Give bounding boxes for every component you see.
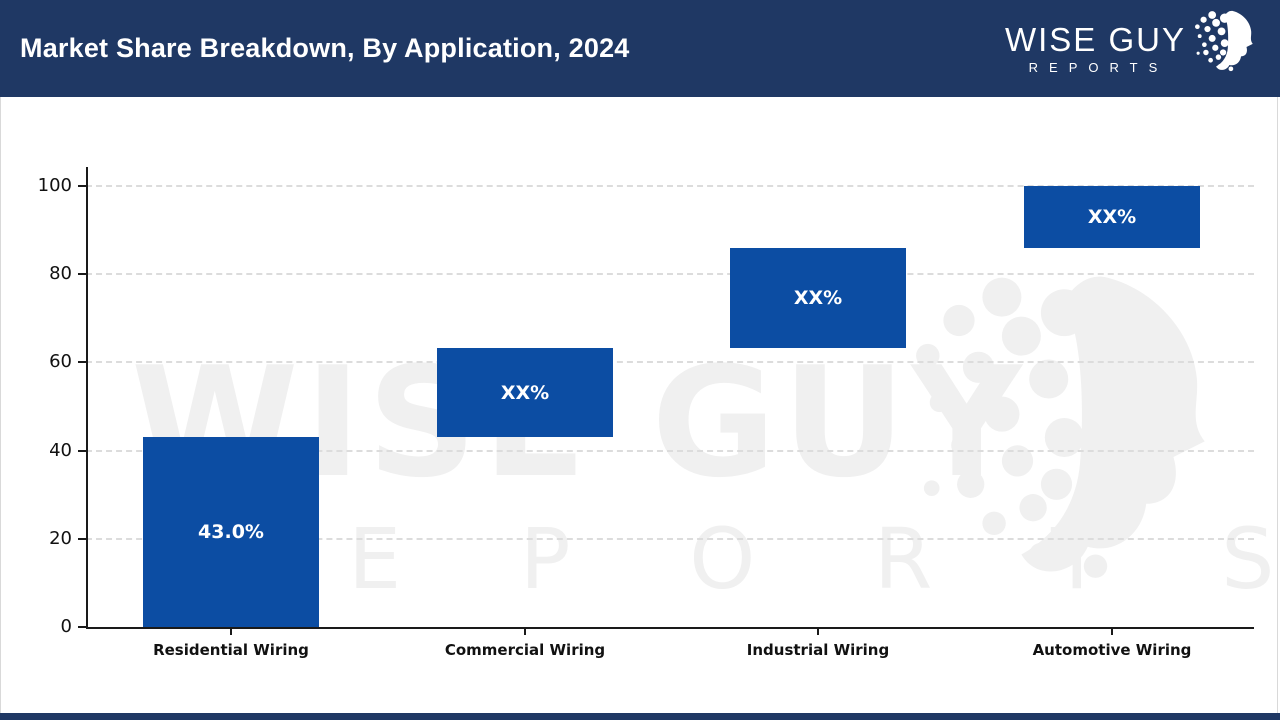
grid-line [86, 185, 1254, 187]
page-title: Market Share Breakdown, By Application, … [20, 33, 630, 63]
grid-line [86, 449, 1254, 452]
header-bar: Market Share Breakdown, By Application, … [0, 0, 1280, 97]
bar: XX% [437, 347, 613, 438]
logo-subtitle: REPORTS [1028, 60, 1169, 75]
x-axis-tick [230, 627, 232, 635]
y-axis-tick [78, 361, 86, 364]
x-category-label: Commercial Wiring [444, 641, 606, 659]
y-axis-spine [86, 167, 88, 629]
bar-value-label: XX% [1087, 205, 1137, 228]
y-axis-tick [78, 537, 86, 540]
y-axis-tick [78, 449, 86, 452]
grid-line [86, 537, 1254, 540]
y-tick-label: 0 [60, 616, 72, 637]
bar: XX% [730, 247, 906, 348]
logo-wordmark: WISE GUY [1004, 21, 1186, 58]
grid-line [86, 273, 1254, 276]
y-tick-label: 100 [37, 175, 72, 196]
wiseguy-face-icon [1188, 6, 1266, 92]
x-category-label: Residential Wiring [153, 641, 309, 659]
y-tick-label: 60 [49, 351, 72, 373]
x-axis-tick [817, 627, 819, 635]
grid-line [86, 361, 1254, 364]
x-category-label: Industrial Wiring [746, 641, 890, 659]
bar-value-label: 43.0% [198, 521, 264, 544]
chart-canvas: WISE GUY R E P O R T S 0 20 40 60 80 100 43.0%… [0, 97, 1278, 714]
bar-value-label: XX% [793, 286, 843, 309]
bar: XX% [1024, 186, 1200, 248]
y-tick-label: 20 [49, 527, 72, 549]
y-axis-tick [78, 185, 86, 187]
x-axis-tick [1111, 627, 1113, 635]
bar: 43.0% [143, 437, 319, 627]
x-category-label: Automotive Wiring [1032, 641, 1192, 659]
footer-bar [0, 713, 1280, 720]
plot-area: 0 20 40 60 80 100 43.0% Residential Wiring XX% Co… [1, 97, 1277, 714]
x-axis-spine [86, 627, 1254, 629]
y-axis-tick [78, 626, 86, 628]
y-axis-tick [78, 273, 86, 276]
y-tick-label: 80 [49, 263, 72, 285]
bar-value-label: XX% [500, 381, 550, 404]
wiseguy-logo: WISE GUY REPORTS [1005, 6, 1266, 92]
logo-text: WISE GUY REPORTS [1005, 23, 1186, 74]
x-axis-tick [524, 627, 526, 635]
y-tick-label: 40 [49, 439, 72, 461]
